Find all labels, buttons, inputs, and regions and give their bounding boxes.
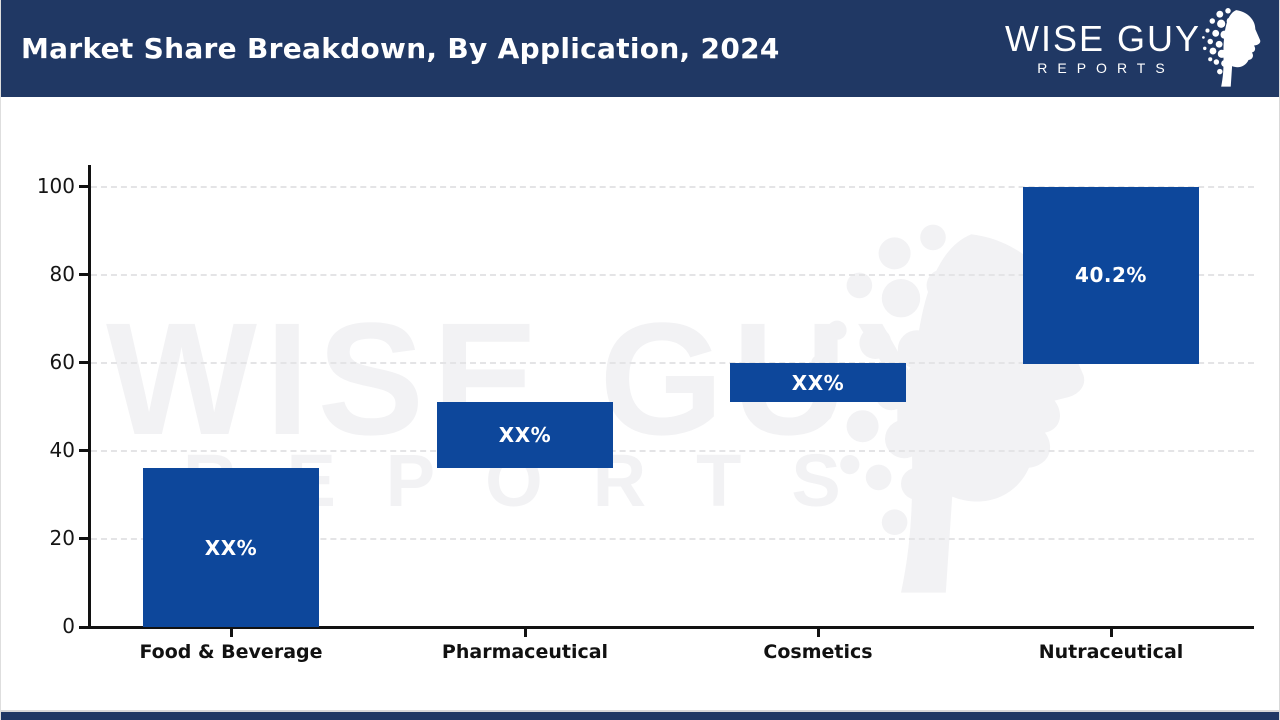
y-tick-mark: [79, 449, 88, 453]
x-axis-line: [86, 626, 1254, 629]
bar-value-label: 40.2%: [1075, 263, 1147, 288]
y-tick-mark: [79, 625, 88, 629]
bar-value-label: XX%: [498, 423, 552, 448]
x-axis-label: Pharmaceutical: [441, 641, 609, 663]
y-tick-mark: [79, 185, 88, 188]
page-title: Market Share Breakdown, By Application, …: [21, 32, 780, 65]
footer-bar: [1, 710, 1279, 720]
x-tick-mark: [229, 629, 233, 637]
x-axis-label: Cosmetics: [763, 641, 873, 663]
x-axis-label: Food & Beverage: [139, 641, 323, 663]
y-axis-line: [88, 165, 91, 629]
x-tick-mark: [1109, 629, 1113, 637]
brand-logo: WISE GUY REPORTS: [1005, 6, 1265, 92]
dotted-face-icon: [1202, 7, 1261, 87]
bar-value-label: XX%: [204, 535, 258, 560]
x-tick-mark: [816, 629, 820, 637]
bar-value-label: XX%: [791, 370, 845, 395]
y-tick-mark: [79, 273, 88, 277]
y-tick-label: 60: [49, 349, 75, 374]
x-axis-label: Nutraceutical: [1038, 641, 1184, 663]
y-tick-label: 20: [49, 525, 75, 550]
brand-text: WISE GUY REPORTS: [1004, 18, 1201, 77]
y-tick-mark: [79, 537, 88, 541]
y-tick-label: 0: [62, 614, 75, 638]
gridline-100: [91, 185, 1254, 188]
brand-subtitle: REPORTS: [1037, 60, 1175, 76]
bar-pharmaceutical: XX%: [437, 402, 613, 469]
header-bar: Market Share Breakdown, By Application, …: [1, 0, 1279, 97]
gridline-20: [91, 537, 1254, 540]
gridline-60: [91, 361, 1254, 364]
bar-food-beverage: XX%: [143, 468, 319, 627]
gridline-80: [91, 273, 1254, 276]
brand-face: [1191, 6, 1265, 92]
gridline-40: [91, 449, 1254, 452]
bar-nutraceutical: 40.2%: [1023, 186, 1199, 364]
bar-cosmetics: XX%: [730, 362, 906, 403]
x-tick-mark: [523, 629, 527, 637]
y-tick-label: 80: [49, 261, 75, 286]
y-tick-label: 40: [49, 437, 75, 462]
y-tick-label: 100: [36, 173, 75, 198]
brand-name: WISE GUY: [1004, 18, 1201, 59]
y-tick-mark: [79, 361, 88, 365]
